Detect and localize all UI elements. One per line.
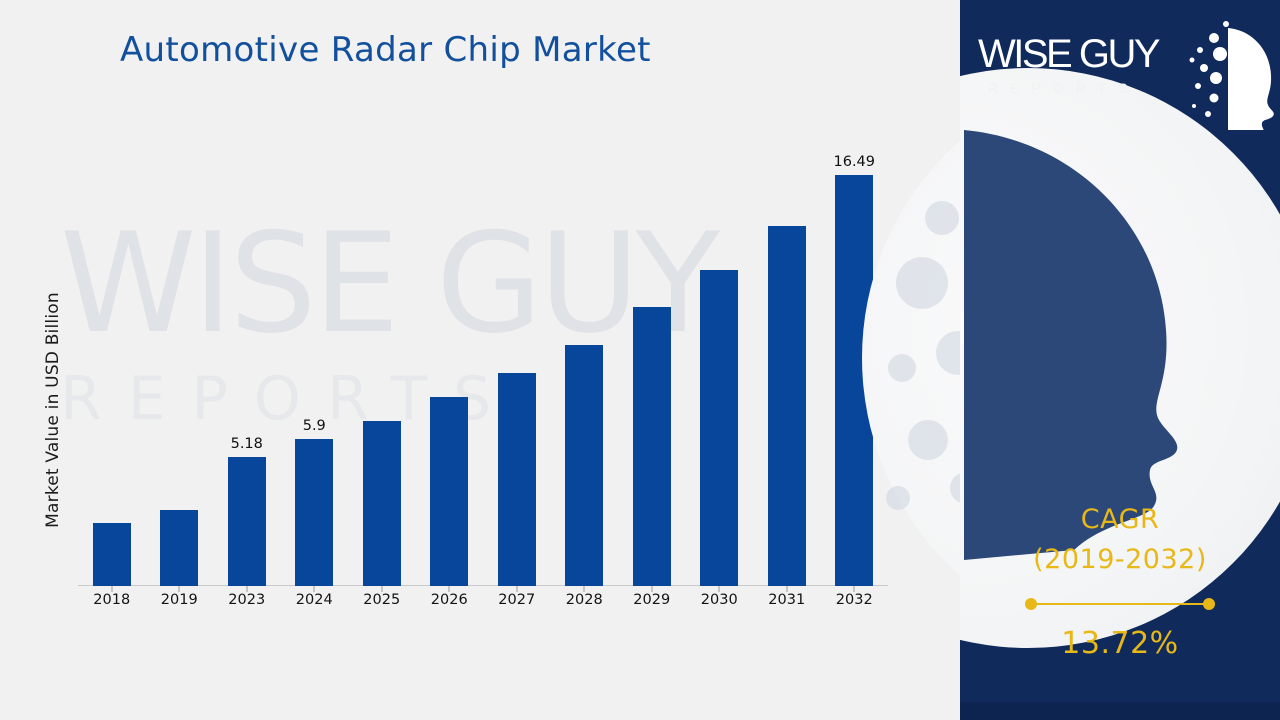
logo-primary-text: WISE GUY: [978, 32, 1161, 76]
bar-slot: 16.49: [821, 150, 889, 592]
bar-slot: [686, 150, 754, 592]
x-axis-tick: [853, 586, 855, 592]
x-axis-tick-labels: 2018 2019 2023 2024 2025 2026 2027 2028 2029 2030…: [78, 592, 888, 608]
bar: [565, 344, 604, 586]
x-axis-tick-label: 2026: [430, 592, 468, 608]
cagr-title: CAGR: [1080, 504, 1160, 535]
x-axis-tick: [583, 586, 585, 592]
x-axis-tick-label: 2023: [228, 592, 266, 608]
x-axis-tick: [448, 586, 450, 592]
bar-value-label: 5.9: [302, 418, 326, 435]
bar-slot: [551, 150, 619, 592]
bar: [227, 456, 266, 586]
x-axis-tick-label: 2018: [93, 592, 131, 608]
cagr-range: (2019-2032): [1033, 544, 1207, 575]
bar: [632, 307, 671, 586]
divider-dot-right-icon: [1203, 598, 1215, 610]
x-axis-tick-label: 2028: [565, 592, 603, 608]
bar: [700, 270, 739, 586]
x-axis-tick: [516, 586, 518, 592]
brand-logo: WISE GUY REPORTS: [970, 18, 1274, 130]
bar: [497, 373, 536, 586]
plot-area: 5.18 5.9 16.49: [78, 150, 889, 592]
cagr-divider: [1025, 598, 1215, 610]
bar-slot: 5.9: [281, 150, 349, 592]
x-axis-tick: [313, 586, 315, 592]
bar-slot: 5.18: [213, 150, 281, 592]
bar-series: 5.18 5.9 16.49: [78, 150, 889, 592]
bar: [767, 226, 806, 586]
panel-bottom-strip: [960, 702, 1280, 720]
divider-line: [1031, 603, 1209, 605]
x-axis-tick: [786, 586, 788, 592]
x-axis-tick-label: 2024: [295, 592, 333, 608]
brand-side-panel: WISE GUY REPORTS CAGR (2019-2032): [960, 0, 1280, 720]
x-axis-tick-label: 2027: [498, 592, 536, 608]
logo-secondary-text: REPORTS: [988, 80, 1140, 96]
bar-value-label: 16.49: [833, 154, 876, 171]
bar-slot: [483, 150, 551, 592]
x-axis-line: [78, 585, 888, 586]
bar: [835, 175, 874, 586]
x-axis-tick: [651, 586, 653, 592]
bar-slot: [416, 150, 484, 592]
chart-panel: WISE GUY REPORTS Automotive Radar Chip M…: [43, 30, 990, 648]
bar: [362, 420, 401, 586]
bar: [92, 523, 131, 586]
x-axis-tick: [246, 586, 248, 592]
bar-slot: [78, 150, 146, 592]
x-axis-tick: [178, 586, 180, 592]
x-axis-tick-label: 2025: [363, 592, 401, 608]
x-axis-tick-label: 2029: [633, 592, 671, 608]
bar-slot: [348, 150, 416, 592]
cagr-block: CAGR (2019-2032) 13.72%: [960, 500, 1280, 661]
y-axis-label: Market Value in USD Billion: [43, 292, 63, 528]
bar-value-label: 5.18: [230, 435, 263, 452]
bar: [430, 396, 469, 586]
bar-slot: [753, 150, 821, 592]
x-axis-tick-label: 2031: [768, 592, 806, 608]
x-axis-tick-label: 2019: [160, 592, 198, 608]
x-axis-tick-label: 2030: [700, 592, 738, 608]
cagr-value: 13.72%: [1061, 626, 1179, 661]
x-axis-tick-label: 2032: [835, 592, 873, 608]
bar-slot: [146, 150, 214, 592]
bar-slot: [618, 150, 686, 592]
page-title: Automotive Radar Chip Market: [120, 30, 651, 70]
bar: [295, 439, 334, 586]
head-silhouette-icon: [964, 130, 1178, 560]
logo-head-icon: [1189, 21, 1274, 130]
x-axis-tick: [111, 586, 113, 592]
x-axis-tick: [718, 586, 720, 592]
x-axis-tick: [381, 586, 383, 592]
bar: [160, 510, 199, 586]
